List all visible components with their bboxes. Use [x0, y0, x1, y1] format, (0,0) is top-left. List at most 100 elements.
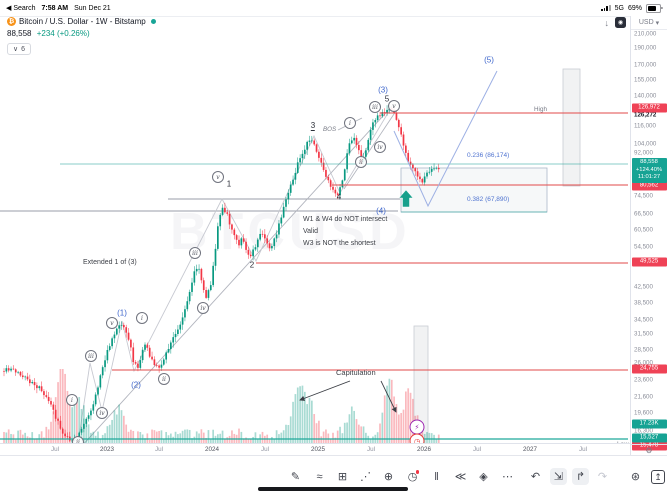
price-tick: 34,500	[634, 316, 653, 324]
candle-body	[214, 248, 217, 266]
object-tree-icon[interactable]: ◈	[479, 471, 488, 483]
volume-bar	[148, 439, 151, 443]
candle-body	[360, 150, 363, 163]
volume-bar	[151, 429, 153, 443]
candle-body	[108, 346, 111, 350]
event-badge-icon[interactable]: ⚡	[409, 419, 425, 435]
candle-body	[374, 120, 377, 123]
candle-body	[94, 394, 97, 405]
brush-lines-icon[interactable]: ⋰	[360, 471, 371, 483]
high-price-tick: 126,272	[634, 111, 657, 119]
volume-bar	[224, 439, 226, 443]
home-indicator[interactable]	[258, 487, 408, 491]
share-icon[interactable]: ↥	[651, 470, 665, 484]
volume-bar	[17, 430, 19, 443]
time-axis[interactable]: Jul 2023 Jul 2024 Jul 2025 Jul 2026 Jul 2027 Jul	[0, 443, 630, 456]
candle-body	[130, 339, 132, 348]
candle-body	[381, 112, 384, 117]
indicators-icon[interactable]: ≈	[316, 470, 323, 483]
go-to-bar-icon[interactable]: ↱	[572, 468, 589, 485]
candle-body	[104, 360, 106, 368]
status-left: ◀ Search 7:58 AM Sun Dec 21	[6, 4, 111, 13]
volume-bar	[111, 419, 113, 443]
back-to-app[interactable]: ◀ Search	[6, 4, 36, 12]
volume-bar	[339, 426, 341, 443]
candle-body	[282, 206, 285, 218]
volume-bar	[43, 437, 45, 443]
camera-snapshot-icon[interactable]: ◉	[615, 17, 626, 28]
currency-label: USD	[638, 19, 654, 26]
volume-bar	[26, 436, 29, 443]
volume-bar	[195, 431, 198, 443]
volume-bar	[280, 432, 283, 443]
currency-selector[interactable]: USD ▾	[631, 16, 667, 30]
ideas-bulb-icon[interactable]: ⊛	[630, 471, 641, 483]
bottom-toolbar: ETHUSD1DBTCUSD1WSPX500USD2m ✎≈⊞⋰⊕◷‖≪◈⋯↶⇲…	[0, 455, 667, 500]
candle-body	[99, 375, 102, 388]
redo-icon[interactable]: ↷	[597, 471, 608, 483]
candle-body	[249, 254, 252, 257]
volume-bar	[78, 396, 81, 443]
candle-body	[346, 153, 348, 170]
volume-bar	[254, 432, 257, 443]
more-icon[interactable]: ⋯	[502, 471, 513, 483]
layout-grid-icon[interactable]: ⊞	[337, 471, 348, 483]
price-tick: 140,000	[634, 92, 657, 100]
volume-bar	[71, 407, 73, 443]
candle-body	[7, 368, 10, 371]
chart-canvas[interactable]: BTCUSD	[0, 16, 630, 444]
draw-icon[interactable]: ✎	[290, 471, 301, 483]
candle-body	[181, 317, 184, 325]
volume-bar	[282, 430, 285, 443]
time-tick: 2024	[204, 446, 220, 453]
price-axis[interactable]: USD ▾ 210,000 190,000 170,000 155,000 140,00…	[630, 16, 667, 455]
volume-bar	[202, 432, 205, 443]
volume-bar	[64, 373, 66, 443]
alerts-clock-icon[interactable]: ◷	[407, 470, 419, 483]
candle-body	[64, 433, 66, 437]
candle-body	[388, 108, 391, 110]
network-type: 5G	[614, 4, 624, 12]
symbol-watermark: BTCUSD	[170, 203, 411, 261]
indicators-collapse-chip[interactable]: ∨ 6	[7, 43, 32, 55]
trendline	[343, 110, 397, 190]
bars-pattern-icon[interactable]: ‖	[434, 470, 439, 483]
volume-bar	[362, 426, 365, 443]
candle-body	[184, 309, 186, 318]
wave-projection-line	[393, 70, 498, 208]
candle-body	[292, 179, 294, 185]
candle-body	[256, 239, 259, 248]
candle-body	[252, 249, 254, 257]
collapse-icon[interactable]: ⇲	[550, 468, 567, 485]
candle-body	[167, 349, 170, 353]
price-line-badge: 80,562	[631, 181, 667, 191]
volume-bar	[372, 436, 374, 443]
candle-body	[273, 238, 276, 247]
volume-bar	[435, 438, 438, 443]
candle-body	[426, 172, 428, 177]
volume-bar	[137, 431, 139, 443]
candle-body	[12, 368, 15, 370]
volume-bar	[381, 412, 384, 443]
volume-bar	[303, 391, 306, 443]
bar-replay-icon[interactable]: ≪	[454, 471, 467, 483]
symbol-title[interactable]: Bitcoin / U.S. Dollar - 1W - Bitstamp	[19, 17, 146, 26]
axis-settings-gear-icon[interactable]: ⚙	[631, 444, 667, 456]
volume-bar	[386, 385, 388, 443]
volume-bar	[132, 430, 135, 443]
candle-body	[21, 375, 24, 378]
volume-bar	[247, 439, 250, 443]
volume-bar	[379, 423, 381, 443]
add-circle-icon[interactable]: ⊕	[383, 471, 394, 483]
volume-bar	[355, 419, 358, 443]
candle-body	[90, 410, 92, 416]
candle-body	[226, 212, 229, 214]
chart-plot[interactable]	[0, 17, 630, 444]
candle-body	[26, 376, 29, 380]
candle-body	[219, 214, 222, 227]
undo-icon[interactable]: ↶	[530, 471, 541, 483]
volume-bar	[390, 379, 393, 443]
download-icon[interactable]: ↓	[604, 17, 610, 28]
candle-body	[325, 169, 327, 177]
symbol-header[interactable]: ₿ Bitcoin / U.S. Dollar - 1W - Bitstamp …	[7, 17, 156, 56]
